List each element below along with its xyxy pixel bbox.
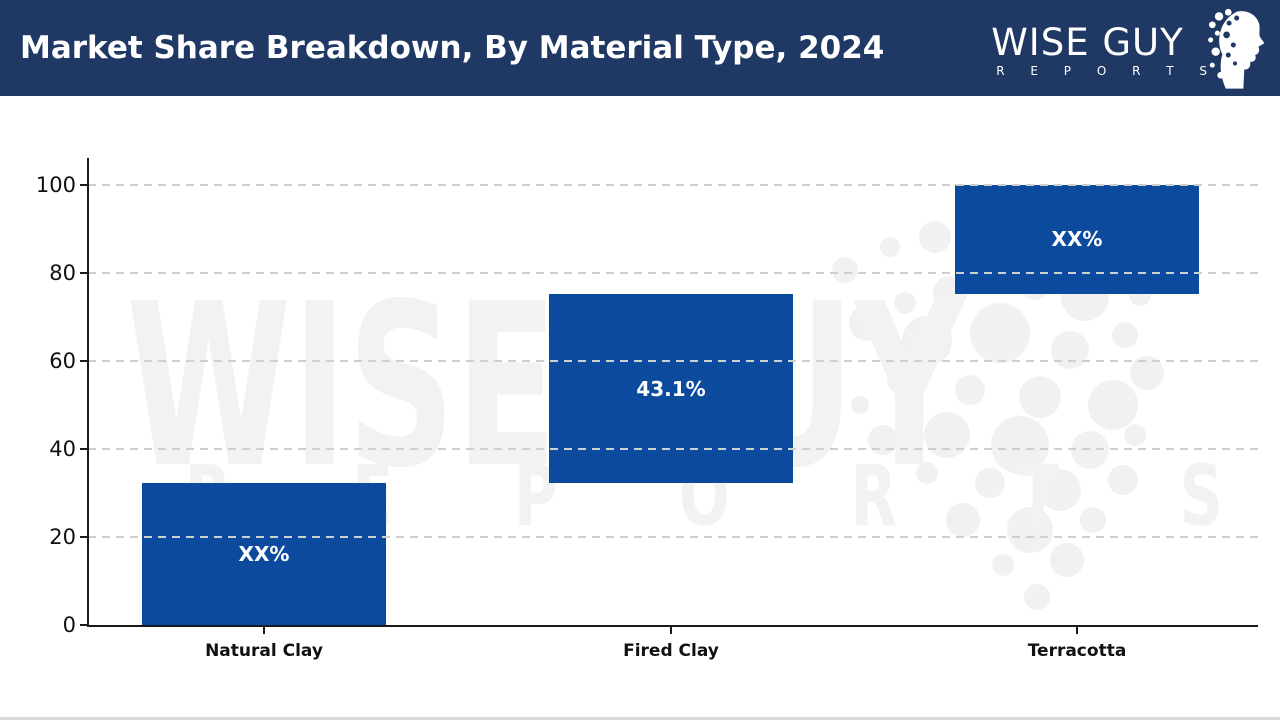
y-tick-label-40: 40	[49, 437, 76, 461]
y-axis-tick-20	[80, 536, 88, 538]
y-axis-line	[87, 158, 89, 627]
x-category-label-0: Natural Clay	[205, 641, 323, 661]
x-axis-tick-2	[1076, 626, 1078, 634]
gridline-60	[88, 360, 1258, 362]
gridline-100	[88, 184, 1258, 186]
bar-value-label: XX%	[238, 542, 290, 567]
brand-logo: WISE GUY R E P O R T S	[991, 8, 1266, 92]
y-axis-tick-100	[80, 184, 88, 186]
plot-area: 0 20 40 60 80 100 XX% Natural Clay 43.1% Fired Cl…	[0, 96, 1280, 720]
x-axis-tick-0	[263, 626, 265, 634]
x-category-label-2: Terracotta	[1027, 641, 1127, 661]
y-axis-tick-0	[80, 624, 88, 626]
y-tick-label-20: 20	[49, 525, 76, 549]
bottom-border	[0, 717, 1280, 720]
y-tick-label-100: 100	[35, 173, 76, 197]
bar-fired-clay	[549, 293, 793, 484]
x-category-label-1: Fired Clay	[623, 641, 719, 661]
y-axis-tick-80	[80, 272, 88, 274]
bar-value-label: 43.1%	[636, 376, 706, 401]
y-tick-label-0: 0	[62, 613, 76, 637]
brand-logo-name: WISE GUY	[991, 20, 1184, 64]
y-tick-label-60: 60	[49, 349, 76, 373]
y-tick-label-80: 80	[49, 261, 76, 285]
brand-logo-subtitle: R E P O R T S	[996, 63, 1218, 78]
watermark-text-line1: WISE GUY	[126, 257, 964, 518]
gridline-20	[88, 536, 1258, 538]
brand-logo-face-icon	[1208, 8, 1265, 89]
gridline-80	[88, 272, 1258, 274]
bar-natural-clay	[142, 483, 386, 625]
x-axis-line	[88, 625, 1258, 627]
y-axis-tick-60	[80, 360, 88, 362]
header-bar: Market Share Breakdown, By Material Type…	[0, 0, 1280, 96]
bar-terracotta	[955, 185, 1199, 294]
y-axis-tick-40	[80, 448, 88, 450]
x-axis-tick-1	[670, 626, 672, 634]
bar-value-label: XX%	[1051, 227, 1103, 252]
gridline-40	[88, 448, 1258, 450]
page-title: Market Share Breakdown, By Material Type…	[20, 30, 885, 66]
